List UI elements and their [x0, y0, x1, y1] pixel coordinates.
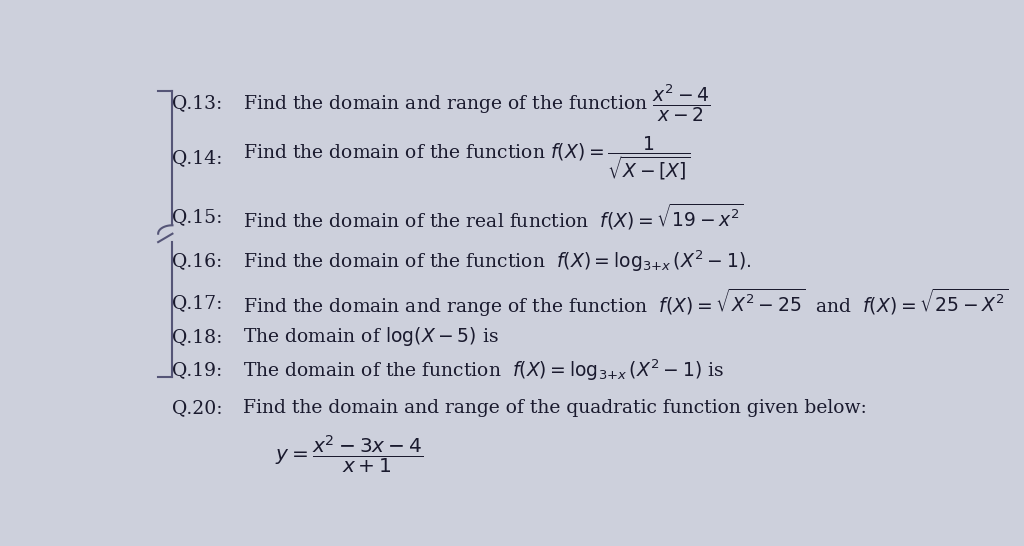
Text: Q.20:: Q.20: — [172, 399, 222, 417]
Text: Find the domain and range of the function $\dfrac{x^2-4}{x-2}$: Find the domain and range of the functio… — [243, 82, 711, 124]
Text: Q.18:: Q.18: — [172, 328, 222, 346]
Text: Q.17:: Q.17: — [172, 294, 222, 312]
Text: Find the domain and range of the function  $f\left(X\right)=\sqrt{X^2-25}$  and : Find the domain and range of the functio… — [243, 287, 1009, 319]
Text: Find the domain of the function  $f(X)=\log_{3+x}\left(X^2-1\right).$: Find the domain of the function $f(X)=\l… — [243, 248, 752, 274]
Text: $y=\dfrac{x^2-3x-4}{x+1}$: $y=\dfrac{x^2-3x-4}{x+1}$ — [274, 434, 423, 476]
Text: Find the domain of the function $f(X) = \dfrac{1}{\sqrt{X-[X]}}$: Find the domain of the function $f(X) = … — [243, 134, 690, 182]
Text: Q.13:: Q.13: — [172, 94, 222, 112]
Text: Q.16:: Q.16: — [172, 252, 222, 270]
Text: Q.15:: Q.15: — [172, 208, 222, 226]
Text: The domain of the function  $f\left(X\right)=\log_{3+x}\left(X^2-1\right)$ is: The domain of the function $f\left(X\rig… — [243, 358, 724, 383]
Text: The domain of $\log(X-5)$ is: The domain of $\log(X-5)$ is — [243, 325, 499, 348]
Text: Find the domain of the real function  $f\left(X\right)=\sqrt{19-x^2}$: Find the domain of the real function $f\… — [243, 202, 743, 232]
Text: Q.19:: Q.19: — [172, 361, 222, 379]
Text: Find the domain and range of the quadratic function given below:: Find the domain and range of the quadrat… — [243, 399, 867, 417]
Text: Q.14:: Q.14: — [172, 149, 222, 167]
